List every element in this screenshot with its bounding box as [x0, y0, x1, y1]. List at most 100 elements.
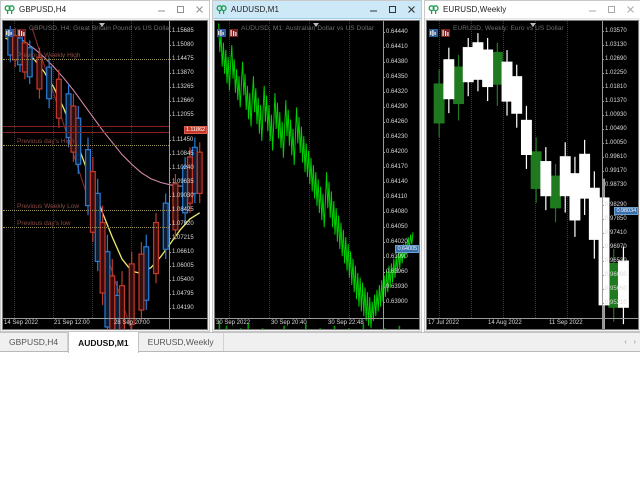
price-tick: 0.96090 — [602, 272, 627, 278]
chart-window-gbpusd[interactable]: GBPUSD,H4 — [0, 0, 210, 332]
price-tick: 1.00050 — [602, 140, 627, 146]
maximize-button-eurusd[interactable] — [602, 1, 621, 18]
minimize-button-gbpusd[interactable] — [152, 1, 171, 18]
time-tick: 21 Sep 12:00 — [54, 320, 90, 326]
close-button-audusd[interactable] — [402, 1, 421, 18]
price-tick: 0.64050 — [383, 224, 408, 230]
titlebar-gbpusd[interactable]: GBPUSD,H4 — [1, 1, 209, 19]
gridline-v — [471, 21, 472, 318]
price-tick: 0.64380 — [383, 59, 408, 65]
minimize-button-eurusd[interactable] — [583, 1, 602, 18]
hline-label: Previous Weekly Low — [17, 203, 80, 210]
close-button-eurusd[interactable] — [621, 1, 640, 18]
price-tick: 1.06005 — [169, 263, 194, 269]
close-button-gbpusd[interactable] — [190, 1, 209, 18]
period-separator-marker-audusd — [313, 23, 319, 27]
chart-canvas-gbpusd[interactable]: GBPUSD, H4: Great Britain Pound vs US Do… — [2, 20, 208, 330]
price-axis-gbpusd[interactable]: 1.15685 1.15080 1.14475 1.13870 1.13265 … — [168, 21, 207, 329]
maximize-button-gbpusd[interactable] — [171, 1, 190, 18]
price-tick: 1.04190 — [169, 305, 194, 311]
minimize-button-audusd[interactable] — [364, 1, 383, 18]
price-tick: 0.64350 — [383, 74, 408, 80]
tab-audusd-m1[interactable]: AUDUSD,M1 — [68, 332, 139, 353]
gridline-v — [53, 21, 54, 318]
price-tick: 0.99610 — [602, 154, 627, 160]
chart-canvas-eurusd[interactable]: EURUSD, Weekly: Euro vs US Dollar — [426, 20, 639, 330]
time-axis-gbpusd[interactable]: 14 Sep 2022 21 Sep 12:00 28 Sep 20:00 — [3, 318, 207, 329]
price-tick: 0.64410 — [383, 44, 408, 50]
window-title-gbpusd: GBPUSD,H4 — [19, 5, 67, 14]
hline-label: Previous day's High — [17, 138, 75, 145]
price-tick: 1.02250 — [602, 70, 627, 76]
gridline-v — [131, 21, 132, 318]
chart-tab-bar[interactable]: GBPUSD,H4 AUDUSD,M1 EURUSD,Weekly ‹ › — [0, 332, 640, 353]
current-price-tag-gbpusd: 1.11862 — [183, 126, 207, 134]
gridline-v — [503, 21, 504, 318]
window-controls-eurusd — [583, 1, 640, 19]
tab-bar-spacer — [223, 333, 625, 351]
chart-window-audusd[interactable]: AUDUSD,M1 — [212, 0, 422, 332]
tab-scroll-left-button[interactable]: ‹ — [624, 338, 627, 346]
price-tick: 0.98290 — [602, 202, 627, 208]
tab-scroll-controls: ‹ › — [624, 333, 640, 351]
gridline-v — [14, 21, 15, 318]
price-tick: 0.64110 — [382, 194, 408, 200]
price-tick: 1.12055 — [169, 112, 194, 118]
price-tick: 0.64170 — [383, 164, 408, 170]
price-tick: 0.64260 — [383, 119, 408, 125]
tab-gbpusd-h4[interactable]: GBPUSD,H4 — [0, 333, 69, 351]
gridline-v — [229, 21, 230, 318]
titlebar-audusd[interactable]: AUDUSD,M1 — [213, 1, 421, 19]
window-controls-gbpusd — [152, 1, 209, 19]
price-tick: 0.64080 — [383, 209, 408, 215]
price-tick: 1.05400 — [169, 277, 194, 283]
mdi-workspace: GBPUSD,H4 — [0, 0, 640, 332]
hline-previous-day-low: Previous day's low — [3, 220, 169, 228]
period-separator-marker-eurusd — [530, 23, 536, 27]
price-tick: 1.12660 — [169, 98, 194, 104]
price-axis-audusd[interactable]: 0.64440 0.64410 0.64380 0.64350 0.64320 … — [382, 21, 419, 329]
price-tick: 1.13870 — [169, 70, 194, 76]
window-title-audusd: AUDUSD,M1 — [231, 5, 280, 14]
price-tick: 1.03570 — [602, 28, 627, 34]
gridline-v — [439, 21, 440, 318]
price-tick: 1.00490 — [602, 126, 627, 132]
maximize-button-audusd[interactable] — [383, 1, 402, 18]
price-tick: 1.15080 — [169, 42, 194, 48]
price-tick: 0.95210 — [602, 300, 627, 306]
price-tick: 1.07820 — [169, 221, 194, 227]
price-tick: 0.64230 — [383, 134, 408, 140]
mt-chart-icon — [4, 4, 15, 15]
price-tick: 0.63960 — [383, 269, 408, 275]
price-tick: 1.01370 — [602, 98, 627, 104]
time-axis-eurusd[interactable]: 17 Jul 2022 14 Aug 2022 11 Sep 2022 — [427, 318, 638, 329]
price-axis-eurusd[interactable]: 1.03570 1.03130 1.02690 1.02250 1.01810 … — [602, 21, 638, 329]
price-tick: 1.10240 — [169, 165, 194, 171]
current-price-tag-audusd: 0.64005 — [395, 245, 419, 253]
hline-label: Previous Weekly High — [17, 52, 81, 59]
price-tick: 1.10845 — [169, 151, 194, 157]
gridline-v — [349, 21, 350, 318]
hline-label: Previous day's low — [17, 220, 71, 227]
price-tick: 0.63900 — [383, 299, 408, 305]
time-axis-audusd[interactable]: 30 Sep 2022 30 Sep 20:40 30 Sep 22:48 — [215, 318, 419, 329]
time-tick: 28 Sep 20:00 — [114, 320, 150, 326]
time-tick: 11 Sep 2022 — [549, 320, 583, 326]
current-price-tag-eurusd: 0.98034 — [614, 207, 638, 215]
time-tick: 14 Aug 2022 — [488, 320, 522, 326]
price-tick: 1.01810 — [602, 84, 627, 90]
price-tick: 0.64440 — [383, 29, 408, 35]
price-tick: 0.64140 — [383, 179, 408, 185]
titlebar-eurusd[interactable]: EURUSD,Weekly — [425, 1, 640, 19]
price-tick: 1.06610 — [169, 249, 194, 255]
price-tick: 1.07215 — [169, 235, 194, 241]
tab-eurusd-weekly[interactable]: EURUSD,Weekly — [138, 333, 224, 351]
price-tick: 0.63930 — [383, 284, 408, 290]
chart-window-eurusd[interactable]: EURUSD,Weekly — [424, 0, 640, 332]
price-tick: 1.14475 — [169, 56, 194, 62]
plot-audusd — [218, 23, 414, 329]
chart-canvas-audusd[interactable]: AUDUSD, M1: Australian Dollar vs US Doll… — [214, 20, 420, 330]
tab-scroll-right-button[interactable]: › — [633, 338, 636, 346]
price-tick: 0.97850 — [602, 216, 627, 222]
empty-area-below — [0, 353, 640, 480]
